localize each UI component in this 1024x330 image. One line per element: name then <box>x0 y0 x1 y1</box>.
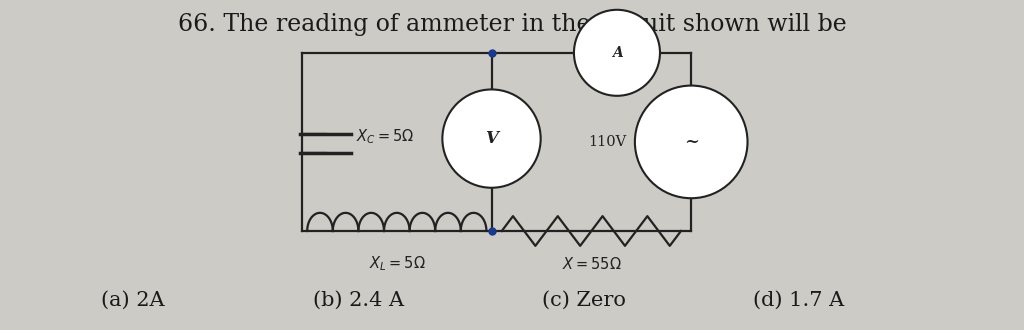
Text: 66. The reading of ammeter in the circuit shown will be: 66. The reading of ammeter in the circui… <box>177 13 847 36</box>
Text: A: A <box>611 46 623 60</box>
Ellipse shape <box>635 85 748 198</box>
Text: V: V <box>485 130 498 147</box>
Text: 110V: 110V <box>589 135 627 149</box>
Text: (c) Zero: (c) Zero <box>542 291 626 310</box>
Text: (b) 2.4 A: (b) 2.4 A <box>313 291 403 310</box>
Ellipse shape <box>442 89 541 188</box>
Text: $X_L = 5\Omega$: $X_L = 5\Omega$ <box>369 255 425 273</box>
Text: ~: ~ <box>684 133 698 151</box>
Text: $X_C = 5\Omega$: $X_C = 5\Omega$ <box>356 128 415 146</box>
Ellipse shape <box>573 10 660 96</box>
Text: (d) 1.7 A: (d) 1.7 A <box>753 291 845 310</box>
Text: (a) 2A: (a) 2A <box>101 291 165 310</box>
Text: $X = 55\Omega$: $X = 55\Omega$ <box>561 256 622 272</box>
